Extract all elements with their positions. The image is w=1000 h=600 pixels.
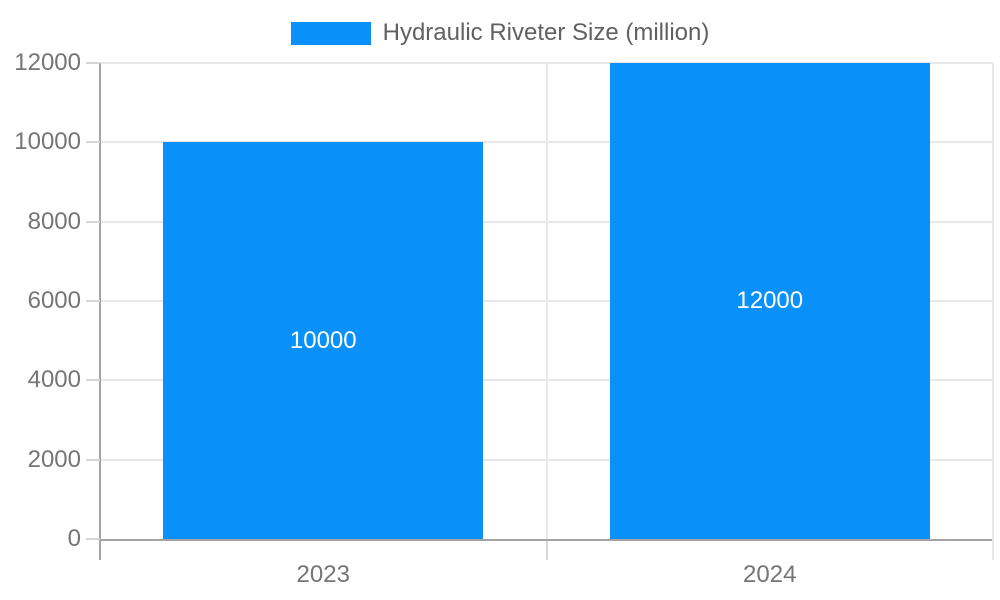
x-axis-tick [545, 541, 548, 560]
y-axis-tick [86, 458, 100, 461]
y-axis-tick-label: 10000 [14, 128, 81, 156]
y-axis-tick-label: 4000 [27, 366, 81, 394]
x-axis-category-label: 2023 [296, 561, 350, 588]
y-axis-tick [86, 220, 100, 223]
y-axis-tick [86, 538, 100, 540]
category-boundary-gridline [545, 63, 548, 539]
y-axis-tick-label: 6000 [27, 287, 81, 314]
y-axis-tick [86, 379, 100, 382]
x-axis-category-label: 2024 [743, 561, 797, 588]
bar-value-label: 10000 [289, 326, 357, 354]
bar-2024: 12000 [609, 63, 930, 539]
legend-swatch-icon [290, 21, 371, 45]
legend-label: Hydraulic Riveter Size (million) [382, 19, 710, 46]
y-axis-tick [86, 141, 100, 144]
y-axis-tick-label: 8000 [27, 207, 81, 235]
y-axis-tick-label: 0 [67, 525, 81, 552]
plot-area: 10000 12000 [100, 62, 993, 539]
y-axis-tick-label: 2000 [27, 445, 81, 473]
y-axis-tick [86, 300, 100, 302]
y-axis-tick-label: 12000 [14, 49, 81, 76]
chart-legend: Hydraulic Riveter Size (million) [0, 19, 1000, 46]
bar-2023: 10000 [163, 142, 484, 539]
plot-right-border [992, 63, 994, 560]
x-axis-baseline [100, 539, 993, 541]
bar-value-label: 12000 [736, 287, 804, 314]
y-axis-line [99, 63, 101, 560]
y-axis-tick [86, 62, 100, 64]
